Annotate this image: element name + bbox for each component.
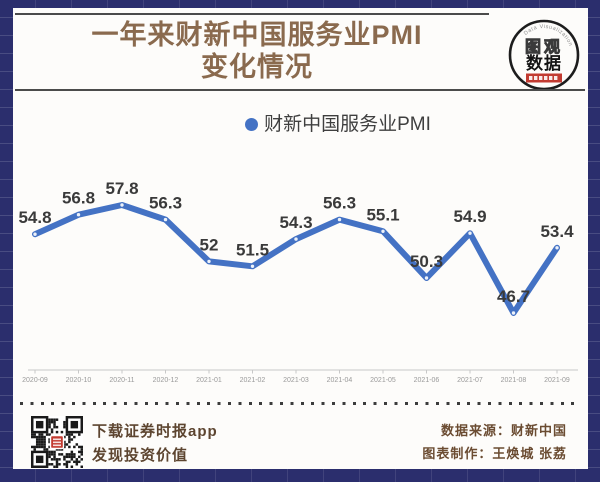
footer-dotted-divider [20,402,581,405]
data-label: 53.4 [540,222,574,241]
x-axis-tick-label: 2021-09 [544,377,570,384]
data-label: 51.5 [236,240,269,259]
data-source-label: 数据来源：财新中国 [440,423,567,438]
x-axis-tick-label: 2021-08 [501,377,527,384]
legend-label: 财新中国服务业PMI [264,114,431,135]
x-axis-tick-label: 2021-04 [327,377,353,384]
data-point-marker [163,217,168,222]
chart-credit-label: 图表制作：王焕城 张荔 [422,446,567,461]
data-point-marker [120,203,124,207]
x-axis-tick-label: 2021-02 [240,377,266,384]
x-axis-tick-label: 2021-01 [196,377,222,384]
pmi-line-chart: 2020-09 2020-10 2020-11 2020-12 2021-01 2021-… [18,179,578,384]
x-axis-tick-label: 2021-05 [370,377,396,384]
data-label: 56.3 [149,194,182,213]
x-axis-tick-label: 2020-09 [22,377,48,384]
chart-legend: 财新中国服务业PMI [38,109,600,136]
x-axis-tick-label: 2020-11 [109,377,134,384]
title-top-rule [15,13,489,15]
data-label: 54.8 [18,208,51,227]
data-point-marker [555,246,559,250]
data-label: 50.3 [410,252,443,271]
data-point-marker [76,213,81,217]
data-label: 52 [200,235,219,254]
data-label: 55.1 [366,205,399,224]
page-title-line2: 变化情况 [201,52,313,82]
data-point-marker [424,276,429,280]
qr-caption: 下载证券时报app 发现投资价值 [92,420,218,468]
data-point-marker [381,229,385,233]
logo-name-line2: 数据 [526,53,562,73]
data-label: 54.3 [279,213,312,232]
logo-name-line1: 图观 [525,38,563,56]
legend-dot-icon [245,118,259,131]
data-point-marker [468,231,472,235]
data-point-marker [33,232,37,236]
data-point-marker [294,237,298,241]
x-axis-tick-label: 2020-10 [66,377,92,384]
data-label: 56.8 [62,189,95,208]
data-label: 54.9 [453,207,486,226]
x-axis-tick-label: 2021-06 [414,377,440,384]
data-label: 46.7 [497,287,530,306]
credits-block: 数据来源：财新中国 图表制作：王焕城 张荔 [422,419,567,465]
qr-caption-line1: 下载证券时报app [92,423,218,440]
data-point-marker [511,311,516,315]
page-title: 一年来财新中国服务业PMI 变化情况 [13,19,501,83]
qr-caption-line2: 发现投资价值 [92,447,189,464]
data-label: 56.3 [323,194,356,213]
brand-logo: Data Visualization 图观 数据 [508,19,580,91]
data-point-marker [337,217,342,222]
x-axis-tick-label: 2021-07 [457,377,483,384]
x-axis-tick-label: 2021-03 [283,377,309,384]
qr-code [31,416,83,468]
data-point-marker [207,259,211,264]
x-axis-tick-label: 2020-12 [153,377,179,384]
data-label: 57.8 [105,179,138,198]
data-point-marker [250,264,255,268]
page-title-line1: 一年来财新中国服务业PMI [91,20,423,50]
title-bottom-rule [15,89,585,91]
logo-red-band-glyphs [529,76,558,80]
